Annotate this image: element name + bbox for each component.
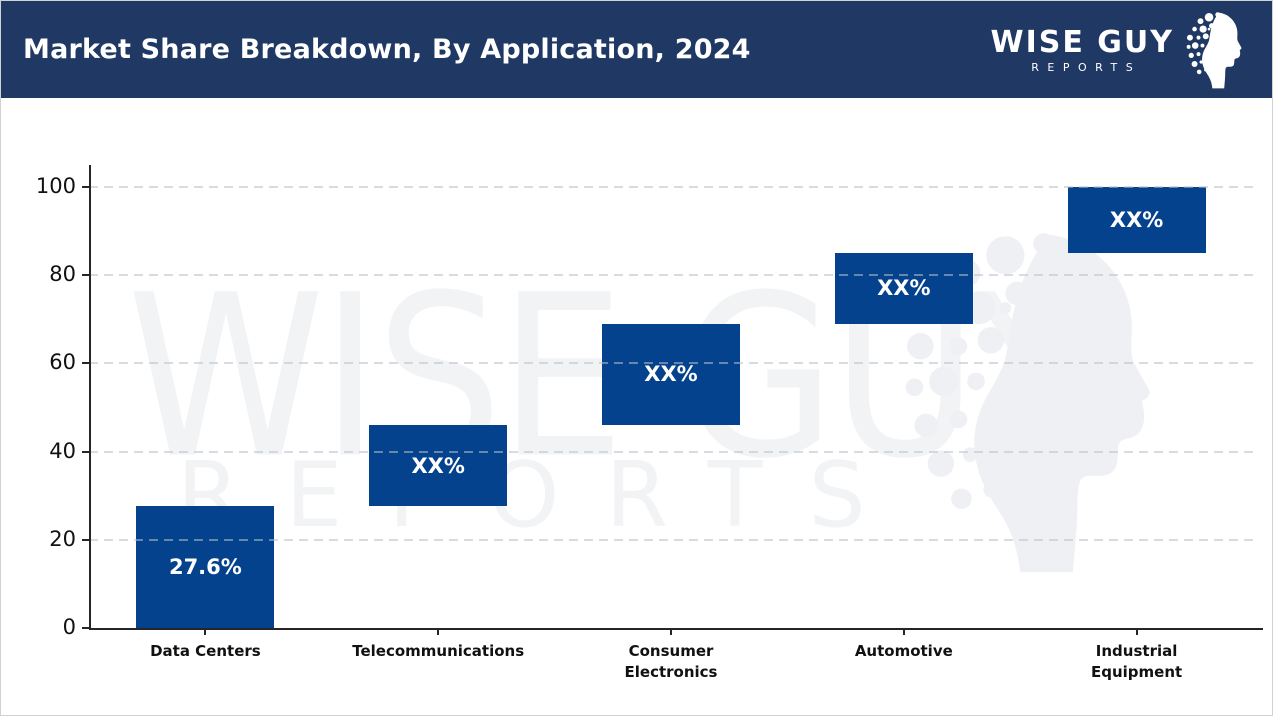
bar-value-label: XX% (411, 453, 465, 478)
bar-telecommunications: XX% (369, 425, 508, 507)
bar-value-label: XX% (644, 362, 698, 387)
y-tick-80 (82, 274, 89, 277)
x-label-telecommunications: Telecommunications (352, 642, 525, 660)
bar-consumer-electronics: XX% (602, 323, 740, 426)
brand-text: WISE GUY REPORTS (990, 25, 1174, 74)
gridline-100 (89, 186, 1253, 189)
x-tick-telecommunications (437, 628, 440, 635)
watermark-text-line2: REPORTS (177, 443, 912, 548)
bar-data-centers: 27.6% (136, 506, 275, 628)
y-tick-label-60: 60 (49, 350, 76, 375)
gridline-20 (89, 538, 1253, 541)
y-tick-label-80: 80 (49, 262, 76, 287)
bar-automotive: XX% (834, 253, 973, 324)
y-tick-label-20: 20 (49, 526, 76, 551)
gridline-60 (89, 362, 1253, 365)
bar-value-label: 27.6% (168, 555, 242, 580)
gridline-80 (89, 274, 1253, 277)
gridline-40 (89, 450, 1253, 453)
x-label-consumer-electronics: Consumer Electronics (624, 642, 718, 681)
x-label-data-centers: Data Centers (150, 642, 261, 660)
page-title: Market Share Breakdown, By Application, … (23, 34, 751, 65)
brand-subtitle: REPORTS (1031, 61, 1142, 74)
y-tick-label-40: 40 (49, 438, 76, 463)
y-tick-60 (82, 362, 89, 365)
bar-value-label: XX% (1109, 208, 1164, 233)
y-tick-20 (82, 538, 89, 541)
x-tick-data-centers (204, 628, 207, 635)
bar-value-label: XX% (877, 276, 931, 301)
x-label-automotive: Automotive (854, 642, 953, 660)
x-label-industrial-equipment: Industrial Equipment (1090, 642, 1183, 681)
y-tick-100 (82, 186, 89, 189)
brand-logo: WISE GUY REPORTS (990, 10, 1246, 89)
y-tick-label-100: 100 (35, 174, 76, 199)
bar-industrial-equipment: XX% (1067, 187, 1206, 254)
header: Market Share Breakdown, By Application, … (1, 1, 1272, 98)
brand-name: WISE GUY (990, 25, 1174, 60)
y-axis-spine (89, 165, 91, 630)
x-tick-automotive (902, 628, 905, 635)
y-tick-0 (82, 627, 89, 629)
brand-head-icon (1180, 10, 1246, 89)
y-tick-label-0: 0 (62, 615, 76, 639)
y-tick-40 (82, 450, 89, 453)
x-tick-industrial-equipment (1135, 628, 1138, 635)
x-axis-spine (89, 628, 1263, 630)
x-tick-consumer-electronics (670, 628, 672, 635)
